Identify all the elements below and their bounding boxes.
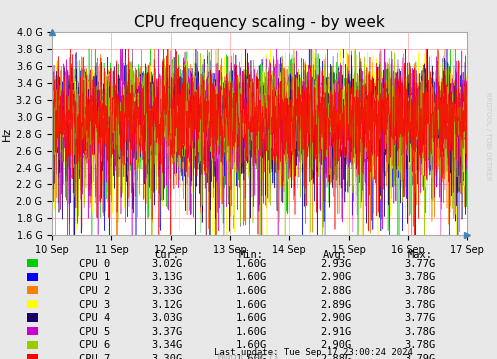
Text: Avg:: Avg:	[323, 250, 348, 260]
Text: 1.60G: 1.60G	[236, 272, 266, 282]
Text: Last update: Tue Sep 17 23:00:24 2024: Last update: Tue Sep 17 23:00:24 2024	[214, 348, 413, 357]
Text: Max:: Max:	[408, 250, 432, 260]
Text: 2.89G: 2.89G	[320, 299, 351, 309]
Text: 1.60G: 1.60G	[236, 340, 266, 350]
Text: 3.77G: 3.77G	[405, 313, 435, 323]
Text: CPU 3: CPU 3	[79, 299, 110, 309]
Bar	[27, 327, 38, 335]
Text: 2.91G: 2.91G	[320, 327, 351, 337]
Text: 1.60G: 1.60G	[236, 313, 266, 323]
Text: 2.93G: 2.93G	[320, 258, 351, 269]
Bar	[27, 341, 38, 349]
Text: 2.88G: 2.88G	[320, 286, 351, 296]
Text: 1.60G: 1.60G	[236, 327, 266, 337]
Text: Munin 2.0.73: Munin 2.0.73	[219, 353, 278, 359]
Text: CPU 5: CPU 5	[79, 327, 110, 337]
Text: CPU 4: CPU 4	[79, 313, 110, 323]
Bar	[27, 354, 38, 359]
Y-axis label: Hz: Hz	[2, 127, 12, 141]
Text: 1.60G: 1.60G	[236, 286, 266, 296]
Text: 3.13G: 3.13G	[151, 272, 182, 282]
Text: 3.37G: 3.37G	[151, 327, 182, 337]
Text: CPU 1: CPU 1	[79, 272, 110, 282]
Text: 3.79G: 3.79G	[405, 354, 435, 359]
Text: 3.12G: 3.12G	[151, 299, 182, 309]
Text: 3.78G: 3.78G	[405, 340, 435, 350]
Text: 3.78G: 3.78G	[405, 272, 435, 282]
Text: 3.33G: 3.33G	[151, 286, 182, 296]
Text: 2.90G: 2.90G	[320, 313, 351, 323]
Text: 1.60G: 1.60G	[236, 299, 266, 309]
Text: Min:: Min:	[239, 250, 263, 260]
Text: 3.78G: 3.78G	[405, 299, 435, 309]
Text: 2.90G: 2.90G	[320, 340, 351, 350]
Bar	[27, 313, 38, 322]
Text: 2.90G: 2.90G	[320, 272, 351, 282]
Text: 1.60G: 1.60G	[236, 258, 266, 269]
Bar	[27, 259, 38, 267]
Text: RRDTOOL / TOBI OETIKER: RRDTOOL / TOBI OETIKER	[485, 92, 491, 181]
Text: 3.78G: 3.78G	[405, 286, 435, 296]
Bar	[27, 272, 38, 281]
Text: 3.78G: 3.78G	[405, 327, 435, 337]
Text: 3.34G: 3.34G	[151, 340, 182, 350]
Bar	[27, 300, 38, 308]
Text: Cur:: Cur:	[154, 250, 179, 260]
Text: CPU 7: CPU 7	[79, 354, 110, 359]
Text: 3.03G: 3.03G	[151, 313, 182, 323]
Text: CPU 0: CPU 0	[79, 258, 110, 269]
Text: CPU 6: CPU 6	[79, 340, 110, 350]
Title: CPU frequency scaling - by week: CPU frequency scaling - by week	[134, 15, 385, 30]
Text: 3.77G: 3.77G	[405, 258, 435, 269]
Bar	[27, 286, 38, 294]
Text: 1.60G: 1.60G	[236, 354, 266, 359]
Text: 3.02G: 3.02G	[151, 258, 182, 269]
Text: 2.88G: 2.88G	[320, 354, 351, 359]
Text: CPU 2: CPU 2	[79, 286, 110, 296]
Text: 3.30G: 3.30G	[151, 354, 182, 359]
